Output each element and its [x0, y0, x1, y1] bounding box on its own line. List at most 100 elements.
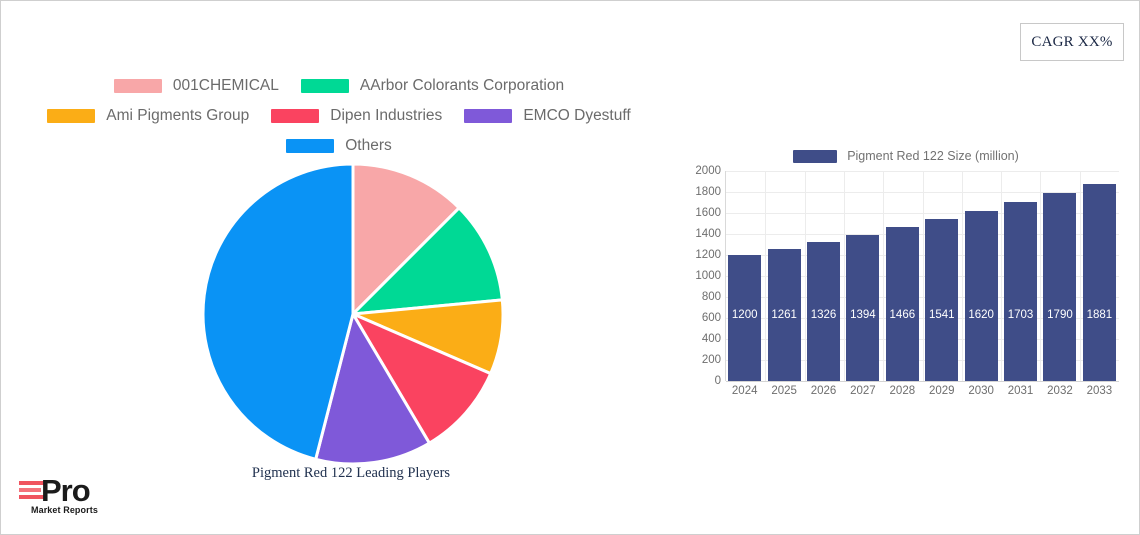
gridline-vertical: [883, 171, 885, 381]
legend-item-dipen-industries[interactable]: Dipen Industries: [271, 107, 442, 125]
bar[interactable]: 1541: [925, 219, 959, 381]
gridline-vertical: [804, 171, 806, 381]
cagr-badge-label: CAGR XX%: [1031, 33, 1113, 50]
bar-chart-legend: Pigment Red 122 Size (million): [687, 145, 1125, 167]
y-axis-tick-label: 400: [701, 333, 721, 345]
y-axis-tick-label: 2000: [695, 165, 721, 177]
legend-item-aarbor-colorants-corporation[interactable]: AArbor Colorants Corporation: [300, 77, 565, 95]
bar-slot: 1541: [922, 171, 961, 381]
bar[interactable]: 1261: [767, 248, 801, 381]
pie-chart-svg: [201, 163, 505, 465]
bar-slot: 1200: [725, 171, 764, 381]
logo-bars-icon: [19, 479, 49, 505]
bar-legend-label: Pigment Red 122 Size (million): [847, 149, 1019, 163]
x-axis-tick-label: 2032: [1047, 385, 1073, 397]
plot-gridlines: [725, 171, 1119, 382]
legend-swatch-icon: [286, 139, 335, 153]
gridline-vertical: [961, 171, 963, 381]
legend-label: Dipen Industries: [330, 107, 443, 124]
gridline-vertical: [1079, 171, 1081, 381]
gridline-vertical: [765, 171, 767, 381]
bar[interactable]: 1790: [1043, 193, 1077, 381]
gridline: [726, 381, 1119, 382]
logo: Pro Market Reports: [19, 473, 115, 523]
y-axis-tick-label: 1800: [695, 186, 721, 198]
legend-label: Others: [345, 137, 392, 154]
legend-label: Ami Pigments Group: [106, 107, 250, 124]
x-axis-tick-label: 2024: [731, 385, 758, 397]
bar[interactable]: 1200: [728, 255, 762, 381]
legend-item-001chemical[interactable]: 001CHEMICAL: [113, 77, 279, 95]
bar[interactable]: 1620: [964, 210, 998, 381]
x-axis-tick-label: 2028: [889, 385, 916, 397]
legend-label: 001CHEMICAL: [172, 77, 279, 94]
legend-label: EMCO Dyestuff: [523, 107, 631, 124]
pie-slice[interactable]: [349, 310, 493, 446]
bar-value-label: 1394: [850, 309, 876, 321]
gridline-vertical: [1001, 171, 1003, 381]
pie-legend-row: Ami Pigments Group Dipen Industries EMCO…: [19, 101, 659, 131]
bar[interactable]: 1466: [885, 227, 919, 381]
legend-swatch-icon: [271, 109, 320, 123]
x-axis-tick-label: 2026: [810, 385, 837, 397]
y-axis-tick-label: 1000: [695, 270, 721, 282]
bar[interactable]: 1326: [807, 241, 841, 381]
bar-slot: 1394: [843, 171, 882, 381]
y-axis: 0 200 400 600 800 1000 1200 1400 1600 1800 2000: [687, 165, 721, 387]
legend-swatch-icon: [47, 109, 96, 123]
y-axis-tick-label: 1600: [695, 207, 721, 219]
pie-slice[interactable]: [351, 163, 462, 318]
pie-slice[interactable]: [348, 205, 504, 316]
bar-slot: 1466: [883, 171, 922, 381]
gridline-vertical: [922, 171, 924, 381]
cagr-badge: CAGR XX%: [1020, 23, 1124, 61]
legend-swatch-icon: [113, 79, 162, 93]
bar-value-label: 1790: [1047, 309, 1073, 321]
x-axis: 2024 2025 2026 2027 2028 2029 2030 2031 2032 2033: [725, 385, 1119, 397]
bar-value-label: 1881: [1086, 309, 1113, 321]
legend-label: AArbor Colorants Corporation: [359, 77, 565, 94]
bar-chart: Pigment Red 122 Size (million) 0 200 400 60…: [687, 145, 1125, 407]
bar-slot: 1881: [1080, 171, 1119, 381]
bar[interactable]: 1394: [846, 234, 880, 381]
pie-legend-row: 001CHEMICAL AArbor Colorants Corporation: [19, 71, 659, 101]
pie-legend: 001CHEMICAL AArbor Colorants Corporation…: [19, 71, 659, 161]
y-axis-tick-label: 600: [701, 312, 721, 324]
bar-value-label: 1541: [928, 309, 955, 321]
pie-slices: [201, 163, 505, 465]
logo-wordmark: Pro: [41, 473, 91, 508]
bar-slot: 1703: [1001, 171, 1040, 381]
x-axis-tick-label: 2031: [1007, 385, 1034, 397]
pie-legend-row: Others: [19, 131, 659, 161]
pie-slice[interactable]: [201, 163, 355, 462]
bar-slot: 1261: [764, 171, 803, 381]
gridline-vertical: [843, 171, 845, 381]
x-axis-tick-label: 2027: [850, 385, 876, 397]
y-axis-tick-label: 200: [701, 354, 721, 366]
bar-value-label: 1703: [1007, 309, 1034, 321]
y-axis-tick-label: 0: [714, 375, 721, 387]
bar-value-label: 1466: [889, 309, 916, 321]
bar-chart-plot: 0 200 400 600 800 1000 1200 1400 1600 1800 2000 12…: [687, 165, 1125, 403]
x-axis-tick-label: 2029: [928, 385, 955, 397]
pie-chart: [193, 163, 513, 465]
bar-value-label: 1620: [968, 309, 994, 321]
bar-value-label: 1200: [731, 309, 758, 321]
bar-slot: 1326: [804, 171, 843, 381]
pie-chart-caption: Pigment Red 122 Leading Players: [251, 465, 451, 481]
legend-item-emco-dyestuff[interactable]: EMCO Dyestuff: [464, 107, 631, 125]
gridline-vertical: [1040, 171, 1042, 381]
bar-value-label: 1326: [810, 309, 837, 321]
bar-series: 1200 1261 1326 1394 1466 1541 1620 1703 1790 1881: [725, 171, 1119, 381]
legend-swatch-icon: [464, 109, 513, 123]
y-axis-tick-label: 1200: [695, 249, 721, 261]
bar[interactable]: 1703: [1004, 202, 1038, 381]
x-axis-tick-label: 2030: [968, 385, 994, 397]
logo-tagline: Market Reports: [31, 505, 98, 515]
bar-value-label: 1261: [771, 309, 797, 321]
bar[interactable]: 1881: [1082, 183, 1116, 381]
legend-item-ami-pigments-group[interactable]: Ami Pigments Group: [47, 107, 249, 125]
legend-item-others[interactable]: Others: [286, 137, 392, 155]
y-axis-tick-label: 800: [701, 291, 721, 303]
